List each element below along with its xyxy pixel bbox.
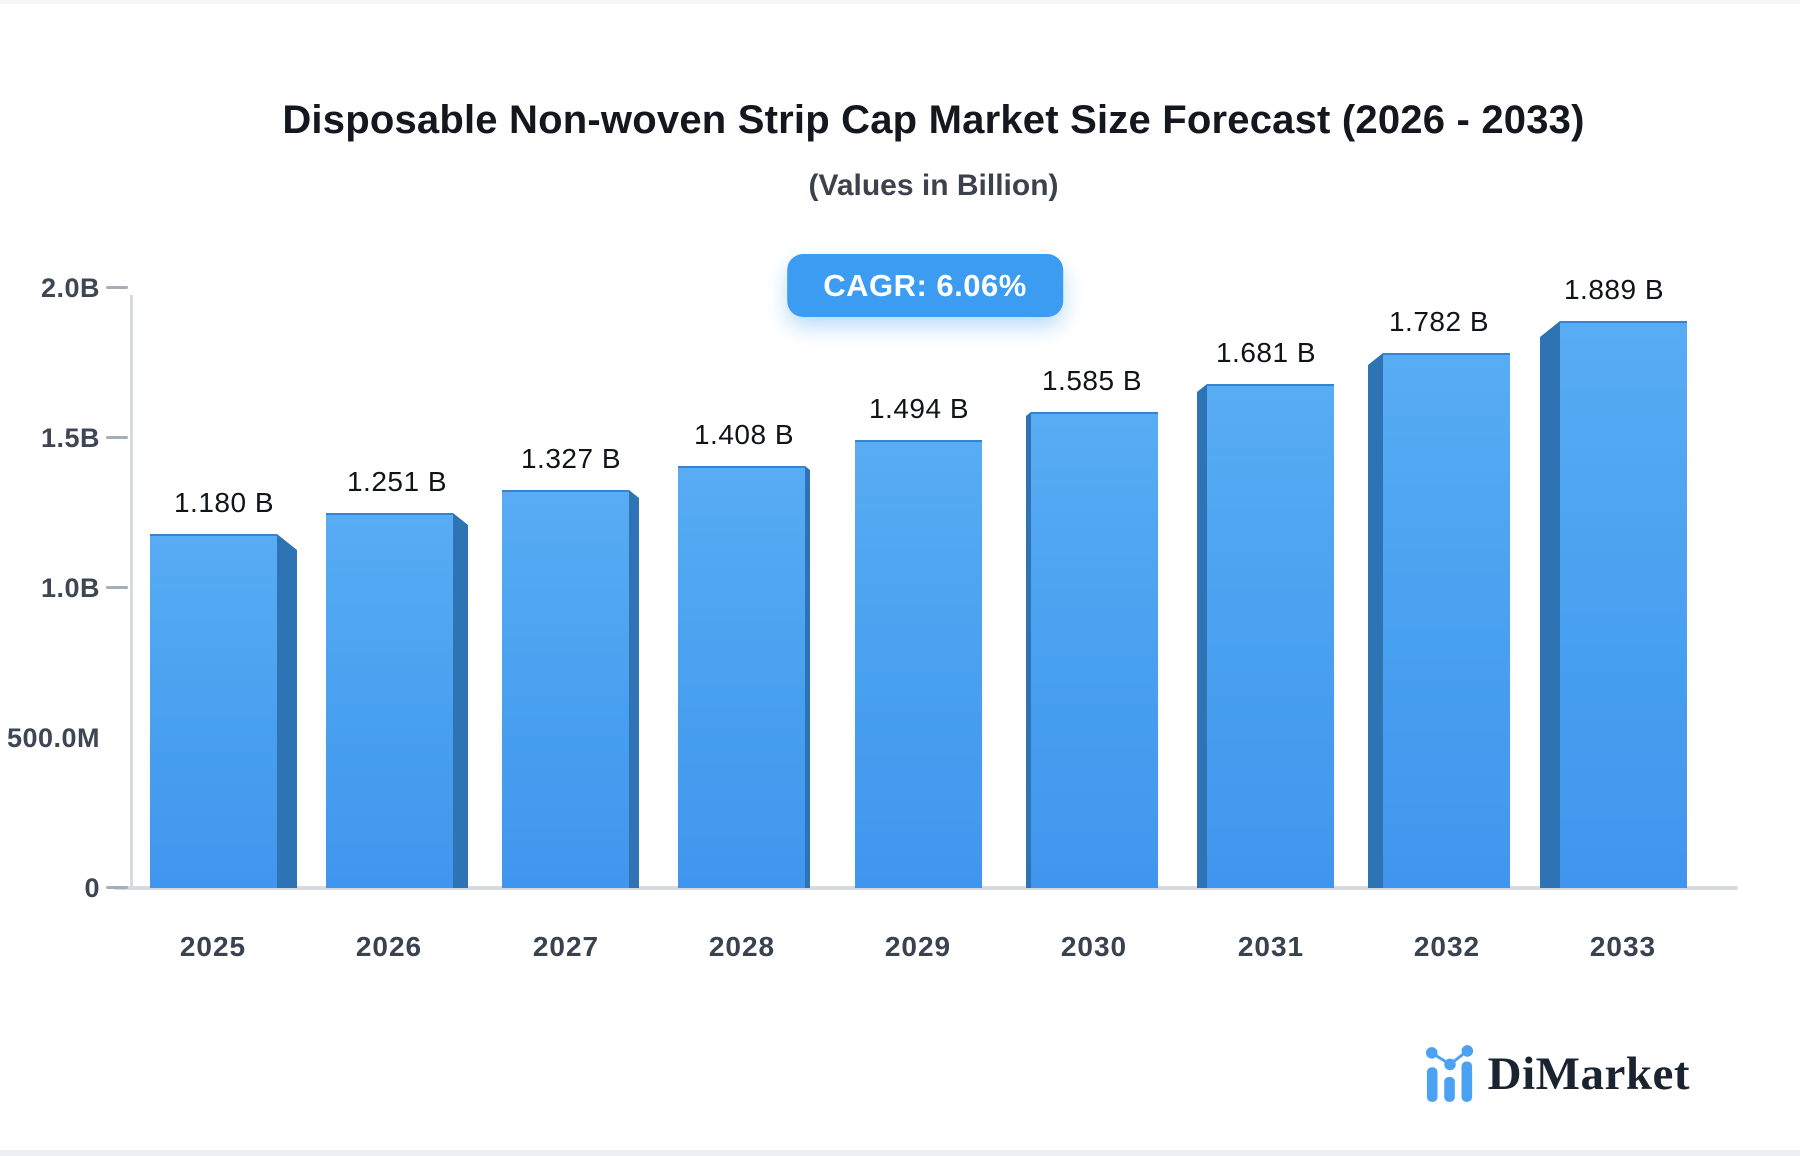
- x-axis-label-2028: 2028: [708, 931, 776, 962]
- bar-front-face: [1031, 412, 1158, 888]
- y-tick-label-1.0B: 1.0B: [40, 573, 100, 603]
- bar-front-face: [678, 466, 805, 888]
- y-tick-label-2.0B: 2.0B: [40, 273, 100, 303]
- bar-front-face: [1560, 321, 1687, 888]
- x-axis-label-2029: 2029: [884, 931, 952, 962]
- brand-name: DiMarket: [1487, 1048, 1690, 1100]
- x-axis-line: [114, 886, 1738, 890]
- bar-side-face: [805, 466, 810, 888]
- y-tick-mark: [106, 886, 128, 889]
- bar-side-face: [277, 534, 297, 888]
- bar-value-label-2026: 1.251 B: [346, 466, 448, 497]
- bar-front-face: [855, 440, 982, 888]
- y-tick-mark: [106, 436, 128, 439]
- bar-value-label-2027: 1.327 B: [520, 443, 622, 474]
- bar-front-face: [326, 513, 453, 888]
- x-axis-label-2027: 2027: [532, 931, 600, 962]
- cagr-badge: CAGR: 6.06%: [787, 254, 1063, 317]
- bar-value-label-2033: 1.889 B: [1563, 274, 1665, 305]
- bar-2027: [502, 490, 639, 888]
- x-axis-label-2025: 2025: [179, 931, 247, 962]
- bar-2030: [1026, 412, 1158, 888]
- bar-side-face: [1197, 384, 1207, 888]
- x-axis-label-2031: 2031: [1237, 931, 1305, 962]
- bar-value-label-2029: 1.494 B: [868, 393, 970, 424]
- bar-value-label-2028: 1.408 B: [693, 419, 795, 450]
- chart-title: Disposable Non-woven Strip Cap Market Si…: [282, 98, 1585, 142]
- bar-value-label-2032: 1.782 B: [1388, 306, 1490, 337]
- y-tick-mark: [106, 586, 128, 589]
- brand-logo: DiMarket: [1425, 1044, 1690, 1104]
- bar-side-face: [629, 490, 639, 888]
- bar-front-face: [502, 490, 629, 888]
- bar-side-face: [1368, 353, 1383, 888]
- bar-front-face: [1207, 384, 1334, 888]
- x-axis-label-2026: 2026: [355, 931, 423, 962]
- x-axis-label-2030: 2030: [1060, 931, 1128, 962]
- bar-2031: [1197, 384, 1334, 888]
- y-tick-label-0: 0: [84, 873, 100, 903]
- y-tick-mark: [106, 286, 128, 289]
- y-tick-label-500.0M: 500.0M: [6, 723, 100, 753]
- bottom-edge-strip: [0, 1150, 1800, 1156]
- bar-2029: [855, 440, 982, 888]
- top-edge-strip: [0, 0, 1800, 4]
- bar-side-face: [1026, 412, 1031, 888]
- bar-value-label-2030: 1.585 B: [1041, 365, 1143, 396]
- bar-side-face: [1540, 321, 1560, 888]
- bar-2025: [150, 534, 297, 888]
- x-axis-label-2032: 2032: [1413, 931, 1481, 962]
- bar-value-label-2031: 1.681 B: [1215, 337, 1317, 368]
- chart-subtitle: (Values in Billion): [808, 169, 1059, 202]
- x-axis-label-2033: 2033: [1589, 931, 1657, 962]
- bar-front-face: [150, 534, 277, 888]
- bar-2026: [326, 513, 468, 888]
- bar-side-face: [453, 513, 468, 888]
- y-axis-line: [130, 295, 133, 888]
- bar-2032: [1368, 353, 1510, 888]
- bar-2033: [1540, 321, 1687, 888]
- bar-line-chart-icon: [1425, 1045, 1473, 1102]
- bar-front-face: [1383, 353, 1510, 888]
- bar-value-label-2025: 1.180 B: [173, 487, 275, 518]
- y-tick-label-1.5B: 1.5B: [40, 423, 100, 453]
- bar-2028: [678, 466, 810, 888]
